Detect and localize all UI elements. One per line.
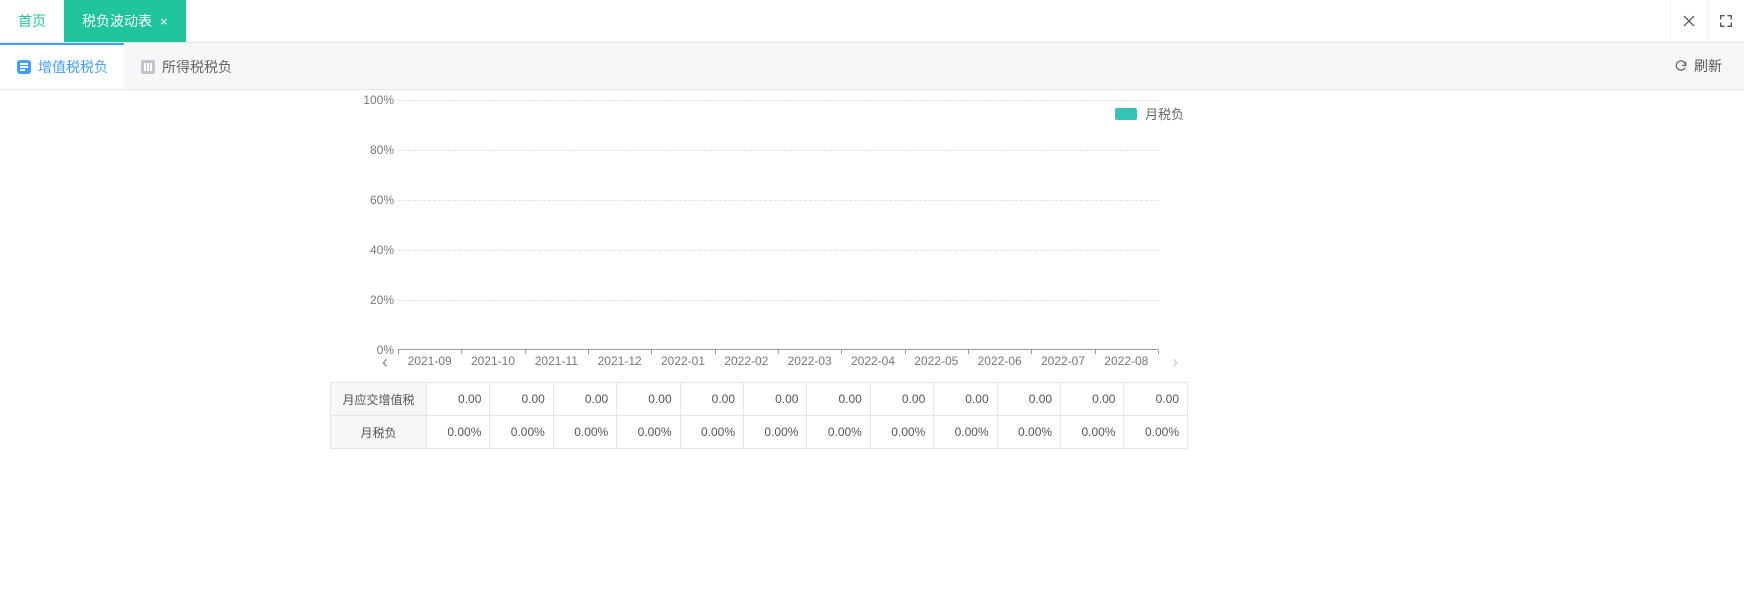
chart-prev-button[interactable]: ‹	[382, 352, 388, 373]
fullscreen-icon	[1718, 13, 1734, 29]
x-tick-label: 2022-08	[1104, 354, 1148, 368]
cell: 0.00%	[490, 416, 553, 449]
data-table: 月应交增值税0.000.000.000.000.000.000.000.000.…	[330, 382, 1188, 449]
fullscreen-button[interactable]	[1707, 0, 1744, 42]
data-table-wrap: 月应交增值税0.000.000.000.000.000.000.000.000.…	[330, 382, 1188, 449]
close-icon	[1681, 13, 1697, 29]
cell: 0.00	[617, 383, 680, 416]
cell: 0.00	[680, 383, 743, 416]
inner-tab-income[interactable]: 所得税税负	[124, 43, 248, 89]
inner-tabbar: 增值税税负 所得税税负 刷新	[0, 43, 1744, 90]
inner-tab-income-label: 所得税税负	[162, 57, 232, 77]
tabbar-right-controls	[1670, 0, 1744, 42]
close-all-tabs-button[interactable]	[1670, 0, 1707, 42]
cell: 0.00%	[553, 416, 616, 449]
inner-tab-vat-label: 增值税税负	[38, 57, 108, 77]
cell: 0.00	[490, 383, 553, 416]
cell: 0.00%	[617, 416, 680, 449]
x-tick-label: 2022-04	[851, 354, 895, 368]
vat-icon	[16, 59, 32, 75]
x-tick-label: 2022-05	[914, 354, 958, 368]
cell: 0.00%	[870, 416, 933, 449]
row-header: 月税负	[331, 416, 427, 449]
row-header: 月应交增值税	[331, 383, 427, 416]
x-tick-label: 2022-02	[724, 354, 768, 368]
cell: 0.00	[807, 383, 870, 416]
close-icon[interactable]: ×	[160, 15, 168, 28]
table-row: 月税负0.00%0.00%0.00%0.00%0.00%0.00%0.00%0.…	[331, 416, 1188, 449]
refresh-button[interactable]: 刷新	[1674, 56, 1732, 76]
cell: 0.00%	[1124, 416, 1188, 449]
cell: 0.00%	[427, 416, 490, 449]
chart-plot: 0%20%40%60%80%100%	[398, 100, 1158, 350]
x-tick-label: 2021-10	[471, 354, 515, 368]
table-row: 月应交增值税0.000.000.000.000.000.000.000.000.…	[331, 383, 1188, 416]
cell: 0.00	[553, 383, 616, 416]
y-tick-label: 100%	[363, 93, 394, 107]
cell: 0.00	[427, 383, 490, 416]
tab-home-label: 首页	[18, 11, 46, 31]
y-tick-label: 40%	[370, 243, 394, 257]
cell: 0.00%	[807, 416, 870, 449]
plot-area	[398, 100, 1158, 350]
x-tick-label: 2021-12	[598, 354, 642, 368]
cell: 0.00	[934, 383, 997, 416]
refresh-label: 刷新	[1694, 56, 1722, 76]
tab-tax-fluctuation[interactable]: 税负波动表 ×	[64, 0, 186, 42]
y-axis-labels: 0%20%40%60%80%100%	[354, 100, 394, 350]
cell: 0.00%	[934, 416, 997, 449]
cell: 0.00	[744, 383, 807, 416]
y-tick-label: 20%	[370, 293, 394, 307]
y-tick-label: 60%	[370, 193, 394, 207]
x-axis-labels: 2021-09 2021-10 2021-11 2021-12 2022-01 2022-…	[398, 350, 1158, 372]
cell: 0.00%	[1061, 416, 1124, 449]
inner-tab-vat[interactable]: 增值税税负	[0, 43, 124, 89]
x-tick-label: 2022-06	[978, 354, 1022, 368]
cell: 0.00	[1124, 383, 1188, 416]
chart-area: 月税负 0%20%40%60%80%100% ‹ › 2021-09 2021-1…	[0, 90, 1744, 449]
income-icon	[140, 59, 156, 75]
cell: 0.00%	[680, 416, 743, 449]
tab-tax-fluctuation-label: 税负波动表	[82, 11, 152, 31]
x-tick-label: 2022-01	[661, 354, 705, 368]
x-tick-label: 2021-09	[408, 354, 452, 368]
refresh-icon	[1674, 59, 1688, 73]
cell: 0.00	[997, 383, 1060, 416]
cell: 0.00%	[744, 416, 807, 449]
x-tick-label: 2022-03	[788, 354, 832, 368]
x-tick-label: 2021-11	[535, 354, 578, 368]
y-tick-label: 80%	[370, 143, 394, 157]
chart-next-button[interactable]: ›	[1172, 352, 1178, 373]
cell: 0.00%	[997, 416, 1060, 449]
cell: 0.00	[1061, 383, 1124, 416]
x-tick-label: 2022-07	[1041, 354, 1085, 368]
tab-home[interactable]: 首页	[0, 0, 64, 42]
cell: 0.00	[870, 383, 933, 416]
top-tabbar: 首页 税负波动表 ×	[0, 0, 1744, 43]
grid	[398, 100, 1158, 350]
